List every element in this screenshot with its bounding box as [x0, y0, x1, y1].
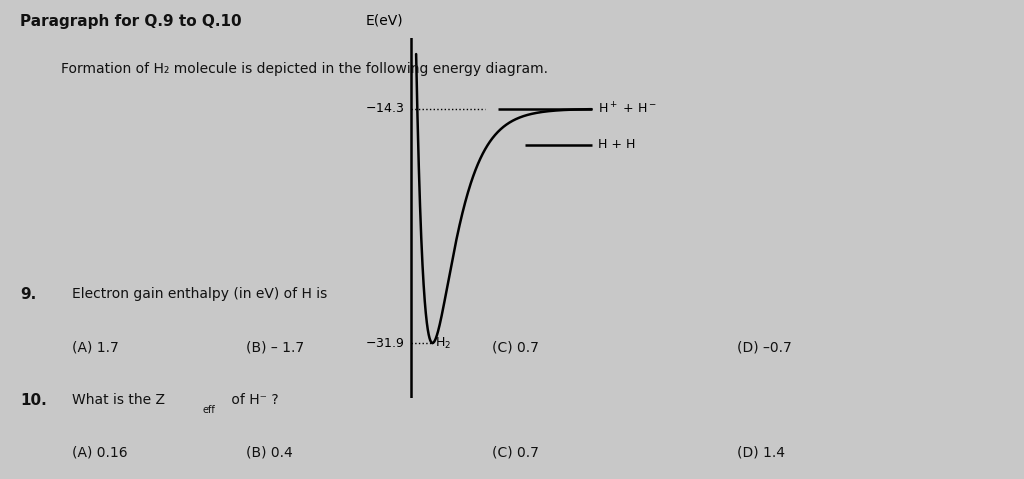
- Text: What is the Z: What is the Z: [72, 393, 165, 407]
- Text: H$^+$ + H$^-$: H$^+$ + H$^-$: [598, 101, 656, 116]
- Text: (B) – 1.7: (B) – 1.7: [246, 340, 304, 354]
- Text: H + H: H + H: [598, 138, 635, 151]
- Text: (A) 0.16: (A) 0.16: [72, 445, 127, 459]
- Text: Formation of H₂ molecule is depicted in the following energy diagram.: Formation of H₂ molecule is depicted in …: [61, 62, 549, 76]
- Text: Electron gain enthalpy (in eV) of H is: Electron gain enthalpy (in eV) of H is: [72, 287, 327, 301]
- Text: (D) 1.4: (D) 1.4: [737, 445, 785, 459]
- Text: (C) 0.7: (C) 0.7: [492, 445, 539, 459]
- Text: H$_2$: H$_2$: [435, 335, 451, 351]
- Text: eff: eff: [203, 405, 215, 415]
- Text: (C) 0.7: (C) 0.7: [492, 340, 539, 354]
- Text: (A) 1.7: (A) 1.7: [72, 340, 119, 354]
- Text: (B) 0.4: (B) 0.4: [246, 445, 293, 459]
- Text: $-$31.9: $-$31.9: [366, 337, 404, 350]
- Text: 10.: 10.: [20, 393, 47, 408]
- Text: E(eV): E(eV): [366, 13, 403, 27]
- Text: Paragraph for Q.9 to Q.10: Paragraph for Q.9 to Q.10: [20, 14, 242, 29]
- Text: 9.: 9.: [20, 287, 37, 302]
- Text: $-$14.3: $-$14.3: [366, 103, 404, 115]
- Text: of H⁻ ?: of H⁻ ?: [227, 393, 279, 407]
- Text: (D) –0.7: (D) –0.7: [737, 340, 792, 354]
